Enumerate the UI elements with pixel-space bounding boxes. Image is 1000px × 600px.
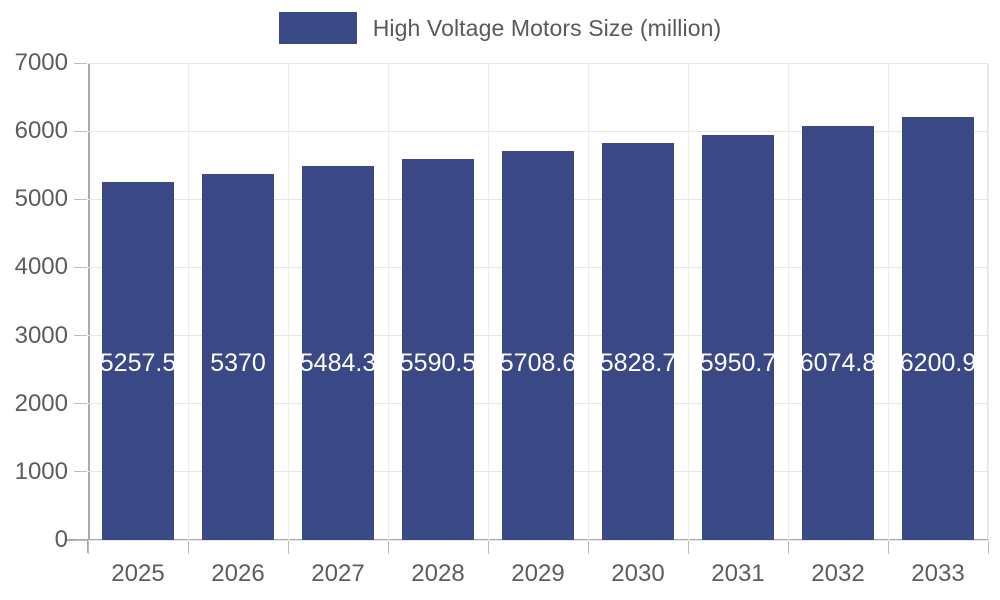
- x-axis-tick-label: 2031: [711, 560, 765, 587]
- x-gridline: [687, 63, 689, 540]
- x-gridline: [987, 63, 989, 540]
- y-axis-tick-label: 7000: [14, 49, 68, 76]
- x-axis-tick: [287, 541, 289, 554]
- y-axis-tick-label: 4000: [14, 253, 68, 281]
- bar-value-label: 6074.8: [799, 349, 877, 377]
- y-gridline: [88, 130, 988, 132]
- bar[interactable]: [702, 134, 774, 540]
- x-axis-tick: [687, 541, 689, 554]
- y-axis-tick-label: 3000: [14, 321, 68, 349]
- bar-value-label: 5370: [210, 349, 266, 377]
- y-axis-tick-label: 6000: [14, 117, 68, 145]
- x-gridline: [387, 63, 389, 540]
- x-axis-tick-label: 2025: [111, 560, 165, 587]
- x-axis-tick: [487, 541, 489, 554]
- x-axis-tick: [187, 541, 189, 554]
- legend-item-high-voltage-motors-size[interactable]: High Voltage Motors Size (million): [278, 12, 722, 44]
- x-gridline: [287, 63, 289, 540]
- x-gridline: [587, 63, 589, 540]
- x-gridline: [487, 63, 489, 540]
- bar[interactable]: [902, 117, 974, 540]
- bar-value-label: 6200.9: [899, 349, 977, 377]
- x-axis-tick: [587, 541, 589, 554]
- x-axis-tick: [387, 541, 389, 554]
- chart-legend: High Voltage Motors Size (million): [0, 0, 1000, 56]
- y-axis-tick: [74, 335, 87, 337]
- y-axis-tick: [74, 403, 87, 405]
- bar[interactable]: [402, 159, 474, 540]
- x-gridline: [187, 63, 189, 540]
- bar[interactable]: [202, 174, 274, 540]
- x-axis-tick-label: 2028: [411, 560, 465, 587]
- x-axis-tick-label: 2029: [511, 560, 565, 587]
- bar-value-label: 5257.5: [99, 349, 177, 377]
- y-axis-tick: [74, 62, 87, 64]
- bar-value-label: 5590.5: [399, 349, 477, 377]
- bar[interactable]: [502, 150, 574, 540]
- bar-value-label: 5950.7: [699, 349, 777, 377]
- x-axis-tick-label: 2026: [211, 560, 265, 587]
- legend-item-label: High Voltage Motors Size (million): [372, 14, 722, 41]
- bar-value-label: 5484.3: [299, 349, 377, 377]
- y-axis-tick: [74, 130, 87, 132]
- x-axis-tick: [87, 541, 89, 554]
- legend-color-swatch-icon: [278, 12, 357, 44]
- x-axis-tick: [987, 541, 989, 554]
- y-axis-tick: [74, 266, 87, 268]
- bar[interactable]: [102, 181, 174, 540]
- x-axis-tick-label: 2027: [311, 560, 365, 587]
- x-axis-tick: [887, 541, 889, 554]
- x-gridline: [787, 63, 789, 540]
- y-axis-tick-label: 5000: [14, 185, 68, 213]
- bar[interactable]: [602, 142, 674, 540]
- y-axis-tick-label: 1000: [14, 457, 68, 485]
- bar[interactable]: [302, 166, 374, 540]
- x-gridline: [887, 63, 889, 540]
- y-gridline: [88, 539, 988, 541]
- bar[interactable]: [802, 126, 874, 540]
- x-axis-tick-label: 2030: [611, 560, 665, 587]
- y-axis-tick-label: 2000: [14, 389, 68, 417]
- bar-value-label: 5708.6: [499, 349, 577, 377]
- y-axis-tick: [74, 198, 87, 200]
- y-gridline: [88, 62, 988, 64]
- y-axis-tick: [74, 539, 87, 541]
- x-axis-tick-label: 2032: [811, 560, 865, 587]
- y-axis-tick: [74, 471, 87, 473]
- y-axis-tick-label: 0: [54, 526, 68, 553]
- x-axis-tick-label: 2033: [911, 560, 965, 587]
- bar-value-label: 5828.7: [599, 349, 677, 377]
- x-axis-tick: [787, 541, 789, 554]
